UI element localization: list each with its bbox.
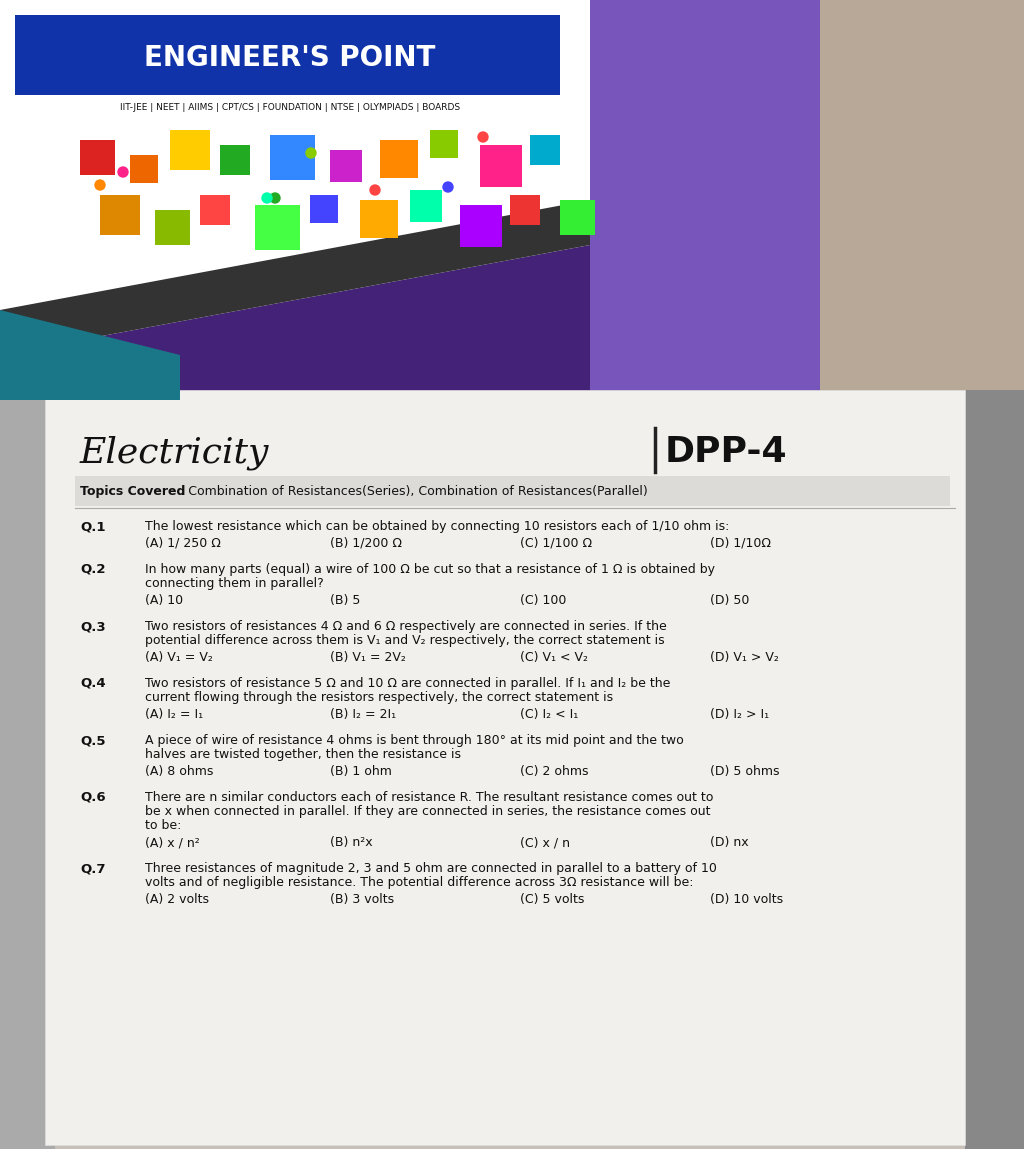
FancyBboxPatch shape — [430, 130, 458, 159]
Text: Two resistors of resistances 4 Ω and 6 Ω respectively are connected in series. I: Two resistors of resistances 4 Ω and 6 Ω… — [145, 620, 667, 633]
Polygon shape — [820, 0, 1024, 400]
Text: (B) 5: (B) 5 — [330, 594, 360, 607]
Polygon shape — [590, 0, 820, 400]
Text: (C) I₂ < I₁: (C) I₂ < I₁ — [520, 708, 579, 722]
Text: (B) n²x: (B) n²x — [330, 836, 373, 849]
Text: be x when connected in parallel. If they are connected in series, the resistance: be x when connected in parallel. If they… — [145, 805, 711, 818]
Text: (C) x / n: (C) x / n — [520, 836, 570, 849]
FancyBboxPatch shape — [460, 205, 502, 247]
Text: Electricity: Electricity — [80, 435, 269, 470]
Text: potential difference across them is V₁ and V₂ respectively, the correct statemen: potential difference across them is V₁ a… — [145, 634, 665, 647]
FancyBboxPatch shape — [45, 390, 965, 1146]
Polygon shape — [0, 310, 180, 400]
FancyBboxPatch shape — [170, 130, 210, 170]
FancyBboxPatch shape — [220, 145, 250, 175]
Text: to be:: to be: — [145, 819, 181, 832]
Text: Q.4: Q.4 — [80, 677, 105, 691]
Text: connecting them in parallel?: connecting them in parallel? — [145, 577, 324, 589]
FancyBboxPatch shape — [360, 200, 398, 238]
Text: DPP-4: DPP-4 — [665, 435, 787, 469]
Text: halves are twisted together, then the resistance is: halves are twisted together, then the re… — [145, 748, 461, 761]
Text: Topics Covered: Topics Covered — [80, 485, 185, 498]
Text: : Combination of Resistances(Series), Combination of Resistances(Parallel): : Combination of Resistances(Series), Co… — [180, 485, 648, 498]
Text: (D) 50: (D) 50 — [710, 594, 750, 607]
Text: There are n similar conductors each of resistance R. The resultant resistance co: There are n similar conductors each of r… — [145, 791, 714, 804]
Text: (A) V₁ = V₂: (A) V₁ = V₂ — [145, 651, 213, 664]
Text: A piece of wire of resistance 4 ohms is bent through 180° at its mid point and t: A piece of wire of resistance 4 ohms is … — [145, 734, 684, 747]
Text: (D) I₂ > I₁: (D) I₂ > I₁ — [710, 708, 769, 722]
Text: Q.5: Q.5 — [80, 734, 105, 747]
FancyBboxPatch shape — [130, 155, 158, 183]
Text: Three resistances of magnitude 2, 3 and 5 ohm are connected in parallel to a bat: Three resistances of magnitude 2, 3 and … — [145, 862, 717, 876]
Text: (A) 1/ 250 Ω: (A) 1/ 250 Ω — [145, 537, 221, 550]
Text: (D) 10 volts: (D) 10 volts — [710, 893, 783, 907]
Circle shape — [262, 193, 272, 203]
Text: volts and of negligible resistance. The potential difference across 3Ω resistanc: volts and of negligible resistance. The … — [145, 876, 693, 889]
FancyBboxPatch shape — [80, 140, 115, 175]
Text: (D) nx: (D) nx — [710, 836, 749, 849]
Text: (B) 1/200 Ω: (B) 1/200 Ω — [330, 537, 402, 550]
FancyBboxPatch shape — [530, 134, 560, 165]
FancyBboxPatch shape — [330, 151, 362, 182]
FancyBboxPatch shape — [155, 210, 190, 245]
FancyBboxPatch shape — [510, 195, 540, 225]
Text: Q.2: Q.2 — [80, 563, 105, 576]
Text: Q.1: Q.1 — [80, 520, 105, 533]
Circle shape — [306, 148, 316, 159]
Text: (C) 5 volts: (C) 5 volts — [520, 893, 585, 907]
FancyBboxPatch shape — [255, 205, 300, 250]
Text: Q.6: Q.6 — [80, 791, 105, 804]
Text: (C) 100: (C) 100 — [520, 594, 566, 607]
FancyBboxPatch shape — [0, 0, 590, 400]
Circle shape — [370, 185, 380, 195]
FancyBboxPatch shape — [560, 200, 595, 236]
Polygon shape — [0, 200, 590, 355]
FancyBboxPatch shape — [965, 390, 1024, 1149]
FancyBboxPatch shape — [410, 190, 442, 222]
FancyBboxPatch shape — [100, 195, 140, 236]
FancyBboxPatch shape — [480, 145, 522, 187]
Text: (C) V₁ < V₂: (C) V₁ < V₂ — [520, 651, 588, 664]
Circle shape — [478, 132, 488, 142]
Text: (A) I₂ = I₁: (A) I₂ = I₁ — [145, 708, 203, 722]
Circle shape — [270, 193, 280, 203]
Text: Two resistors of resistance 5 Ω and 10 Ω are connected in parallel. If I₁ and I₂: Two resistors of resistance 5 Ω and 10 Ω… — [145, 677, 671, 691]
Text: (B) I₂ = 2I₁: (B) I₂ = 2I₁ — [330, 708, 396, 722]
Text: (D) 5 ohms: (D) 5 ohms — [710, 765, 779, 778]
FancyBboxPatch shape — [380, 140, 418, 178]
Text: Q.3: Q.3 — [80, 620, 105, 633]
Text: (C) 2 ohms: (C) 2 ohms — [520, 765, 589, 778]
FancyBboxPatch shape — [200, 195, 230, 225]
FancyBboxPatch shape — [0, 390, 55, 1149]
Polygon shape — [0, 245, 590, 400]
Circle shape — [118, 167, 128, 177]
FancyBboxPatch shape — [15, 15, 560, 95]
Text: (A) 8 ohms: (A) 8 ohms — [145, 765, 213, 778]
Text: (A) 2 volts: (A) 2 volts — [145, 893, 209, 907]
FancyBboxPatch shape — [75, 476, 950, 506]
Text: (A) x / n²: (A) x / n² — [145, 836, 200, 849]
Circle shape — [443, 182, 453, 192]
Text: (B) V₁ = 2V₂: (B) V₁ = 2V₂ — [330, 651, 406, 664]
Text: (C) 1/100 Ω: (C) 1/100 Ω — [520, 537, 592, 550]
Text: (D) 1/10Ω: (D) 1/10Ω — [710, 537, 771, 550]
Text: current flowing through the resistors respectively, the correct statement is: current flowing through the resistors re… — [145, 691, 613, 704]
Text: Q.7: Q.7 — [80, 862, 105, 876]
Text: ENGINEER'S POINT: ENGINEER'S POINT — [144, 44, 435, 72]
FancyBboxPatch shape — [270, 134, 315, 180]
Text: (B) 3 volts: (B) 3 volts — [330, 893, 394, 907]
Text: (A) 10: (A) 10 — [145, 594, 183, 607]
Text: The lowest resistance which can be obtained by connecting 10 resistors each of 1: The lowest resistance which can be obtai… — [145, 520, 729, 533]
Text: (D) V₁ > V₂: (D) V₁ > V₂ — [710, 651, 779, 664]
Text: (B) 1 ohm: (B) 1 ohm — [330, 765, 392, 778]
FancyBboxPatch shape — [310, 195, 338, 223]
Circle shape — [95, 180, 105, 190]
Text: IIT-JEE | NEET | AIIMS | CPT/CS | FOUNDATION | NTSE | OLYMPIADS | BOARDS: IIT-JEE | NEET | AIIMS | CPT/CS | FOUNDA… — [120, 103, 460, 113]
Text: In how many parts (equal) a wire of 100 Ω be cut so that a resistance of 1 Ω is : In how many parts (equal) a wire of 100 … — [145, 563, 715, 576]
